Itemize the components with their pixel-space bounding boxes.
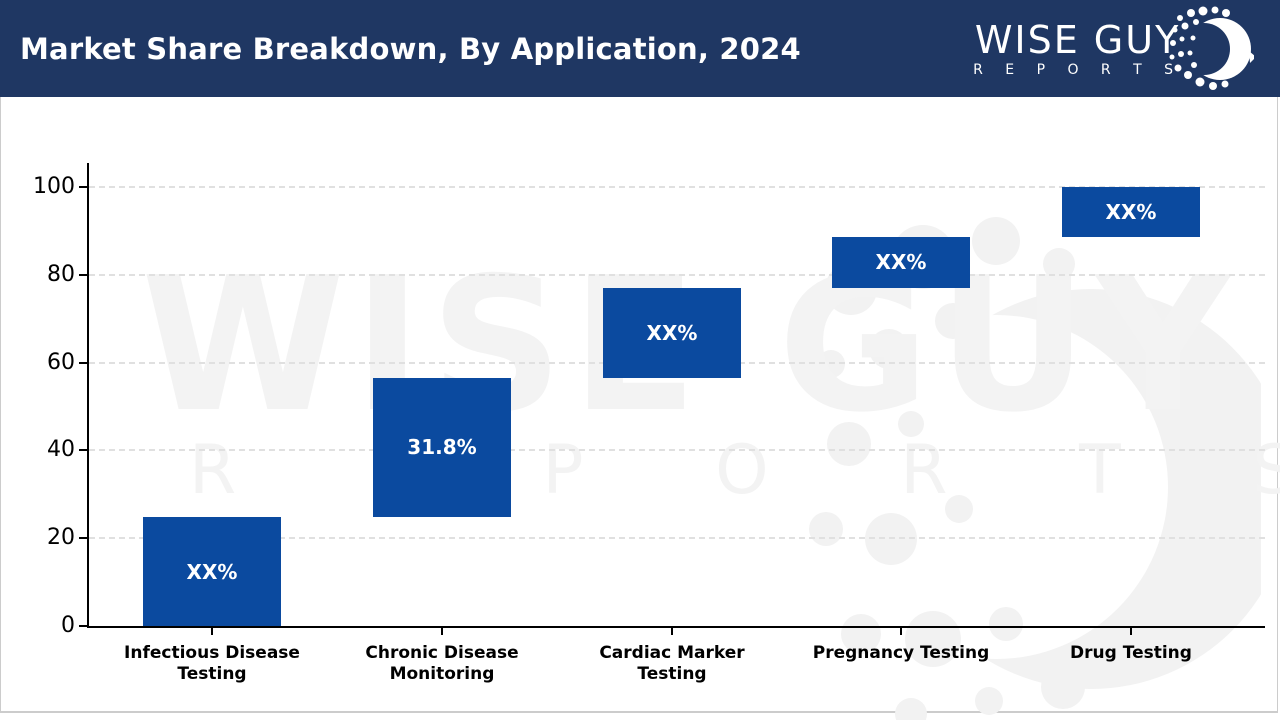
- page-title: Market Share Breakdown, By Application, …: [20, 31, 801, 66]
- x-axis: [87, 626, 1265, 628]
- header-bar: Market Share Breakdown, By Application, …: [0, 0, 1280, 97]
- chart-area: WISE GUY R E P O R T S 0 20 40 60 80 100 XX% 31…: [0, 97, 1280, 720]
- bar-value-label: XX%: [646, 320, 698, 345]
- gridline-80: [89, 273, 1265, 276]
- y-tick: [79, 186, 87, 188]
- x-tick: [441, 628, 443, 635]
- y-tick: [79, 449, 87, 452]
- x-tick-label-line: Drug Testing: [1070, 643, 1192, 663]
- x-tick-label-infectious-disease-testing: Infectious Disease Testing: [97, 643, 327, 685]
- y-tick-label: 100: [33, 174, 75, 199]
- gridline-40: [89, 449, 1265, 452]
- bar-chronic-disease-monitoring: 31.8%: [373, 377, 511, 518]
- bar-value-label: XX%: [875, 250, 927, 275]
- y-tick-label: 0: [61, 613, 75, 638]
- x-tick-label-pregnancy-testing: Pregnancy Testing: [786, 643, 1016, 664]
- bar-pregnancy-testing: XX%: [832, 237, 970, 288]
- watermark-text-line2: R E P O R T S: [189, 431, 1280, 510]
- x-tick: [211, 628, 213, 635]
- x-tick-label-cardiac-marker-testing: Cardiac Marker Testing: [557, 643, 787, 685]
- x-tick-label-line: Pregnancy Testing: [812, 643, 990, 663]
- logo-wordmark: WISE GUY: [974, 17, 1181, 62]
- y-tick-label: 40: [47, 437, 75, 463]
- x-tick: [1130, 628, 1132, 635]
- bar-value-label: XX%: [1105, 200, 1157, 225]
- y-tick-label: 60: [47, 349, 75, 375]
- logo-face-icon: [1169, 6, 1254, 90]
- x-tick-label-line: Testing: [177, 664, 247, 684]
- y-tick: [79, 625, 87, 627]
- x-tick-label-line: Monitoring: [389, 664, 495, 684]
- y-tick: [79, 273, 87, 276]
- bar-infectious-disease-testing: XX%: [143, 517, 281, 626]
- bar-value-label: 31.8%: [407, 435, 477, 460]
- y-tick-label: 80: [47, 261, 75, 287]
- x-tick-label-line: Cardiac Marker: [599, 643, 745, 663]
- y-tick: [79, 537, 87, 540]
- x-tick-label-chronic-disease-monitoring: Chronic Disease Monitoring: [327, 643, 557, 685]
- y-tick: [79, 361, 87, 364]
- y-tick-label: 20: [47, 525, 75, 551]
- x-tick-label-line: Testing: [637, 664, 707, 684]
- x-tick-label-line: Chronic Disease: [365, 643, 519, 663]
- logo-subtitle: R E P O R T S: [973, 61, 1182, 78]
- x-tick-label-line: Infectious Disease: [124, 643, 300, 663]
- bar-drug-testing: XX%: [1062, 187, 1200, 238]
- logo-text: WISE GUY R E P O R T S: [973, 21, 1182, 77]
- bar-cardiac-marker-testing: XX%: [603, 287, 741, 378]
- x-tick: [671, 628, 673, 635]
- x-tick-label-drug-testing: Drug Testing: [1016, 643, 1246, 664]
- gridline-100: [89, 186, 1265, 188]
- gridline-20: [89, 537, 1265, 540]
- y-axis: [87, 163, 89, 628]
- wise-guy-reports-logo: WISE GUY R E P O R T S: [973, 5, 1254, 93]
- x-tick: [900, 628, 902, 635]
- bar-value-label: XX%: [186, 559, 238, 584]
